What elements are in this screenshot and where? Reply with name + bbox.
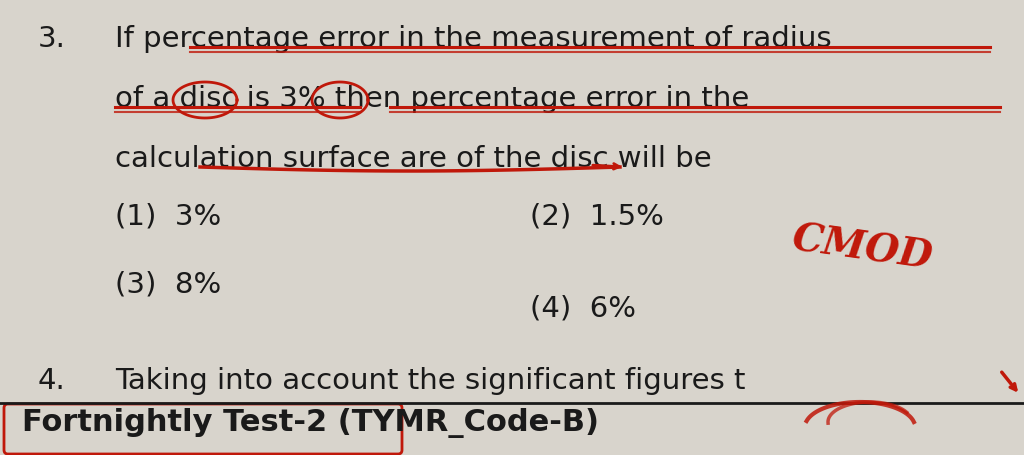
- Text: (3)  8%: (3) 8%: [115, 270, 221, 298]
- Text: Taking into account the significant figures t: Taking into account the significant figu…: [115, 367, 745, 395]
- Text: Fortnightly Test-2 (TYMR_Code-B): Fortnightly Test-2 (TYMR_Code-B): [22, 408, 599, 438]
- Text: (1)  3%: (1) 3%: [115, 203, 221, 231]
- Text: If percentage error in the measurement of radius: If percentage error in the measurement o…: [115, 25, 831, 53]
- Text: (2)  1.5%: (2) 1.5%: [530, 203, 664, 231]
- Text: of a disc is 3% then percentage error in the: of a disc is 3% then percentage error in…: [115, 85, 750, 113]
- Text: 4.: 4.: [38, 367, 66, 395]
- Text: (4)  6%: (4) 6%: [530, 295, 636, 323]
- Text: 3.: 3.: [38, 25, 66, 53]
- Text: CMOD: CMOD: [790, 220, 936, 278]
- Text: calculation surface are of the disc will be: calculation surface are of the disc will…: [115, 145, 712, 173]
